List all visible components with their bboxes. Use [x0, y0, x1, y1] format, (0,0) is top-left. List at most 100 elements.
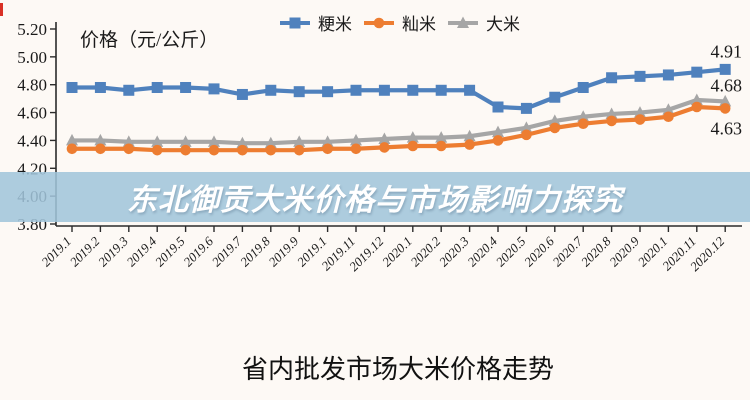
data-point-marker	[463, 129, 476, 142]
data-point-marker	[548, 114, 561, 126]
data-point-marker	[464, 139, 475, 150]
data-point-marker	[435, 131, 448, 143]
data-point-marker	[265, 144, 277, 156]
data-point-marker	[492, 135, 504, 146]
legend-item: 粳米	[280, 15, 352, 34]
data-point-marker	[293, 135, 306, 147]
data-point-marker	[435, 84, 447, 96]
data-point-marker	[94, 133, 107, 146]
data-point-marker	[237, 144, 248, 156]
data-point-marker	[605, 107, 618, 119]
data-point-marker	[236, 136, 249, 149]
data-point-marker	[719, 63, 731, 75]
x-tick-label: 2019.2	[67, 233, 103, 269]
data-point-marker	[719, 94, 732, 107]
y-tick-label: 5.20	[17, 20, 47, 39]
y-tick-label: 5.00	[17, 48, 47, 67]
data-point-marker	[208, 83, 220, 95]
data-point-marker	[464, 84, 476, 96]
data-point-marker	[151, 144, 163, 156]
banner-title: 东北御贡大米价格与市场影响力探究	[127, 184, 623, 217]
price-line-chart: 5.205.004.804.604.404.204.003.802019.120…	[17, 15, 743, 274]
series-line	[69, 97, 728, 146]
data-point-marker	[289, 17, 301, 29]
data-point-marker	[406, 131, 419, 143]
data-point-marker	[373, 17, 385, 29]
data-point-marker	[435, 140, 447, 152]
data-point-marker	[492, 101, 504, 113]
x-tick-label: 2020.7	[549, 233, 585, 269]
end-value-label: 4.68	[711, 75, 743, 95]
data-point-marker	[208, 135, 220, 147]
data-point-marker	[293, 86, 305, 98]
data-point-marker	[521, 129, 532, 141]
data-point-marker	[322, 86, 334, 98]
x-tick-label: 2019.3	[95, 233, 131, 269]
data-point-marker	[66, 133, 78, 146]
x-tick-label: 2020.1	[379, 234, 415, 270]
legend-label: 粳米	[318, 15, 352, 34]
x-tick-label: 2020.9	[606, 233, 642, 269]
data-point-marker	[208, 144, 220, 156]
data-point-marker	[122, 135, 135, 147]
data-point-marker	[293, 144, 305, 156]
data-point-marker	[492, 125, 504, 138]
data-point-marker	[350, 143, 362, 155]
legend-item: 大米	[448, 15, 520, 34]
x-tick-label: 2020.2	[407, 233, 443, 269]
data-point-marker	[634, 114, 646, 125]
data-point-marker	[179, 135, 192, 147]
data-point-marker	[180, 144, 191, 156]
data-point-marker	[378, 132, 391, 145]
data-point-marker	[634, 106, 646, 118]
legend-item: 籼米	[364, 15, 436, 34]
data-point-marker	[321, 135, 334, 147]
series-triangle	[66, 93, 732, 149]
series-line	[69, 67, 728, 111]
data-point-marker	[520, 121, 533, 133]
data-point-marker	[662, 69, 674, 81]
data-point-marker	[95, 143, 106, 155]
data-point-marker	[123, 84, 135, 96]
x-tick-label: 2020.3	[436, 233, 472, 269]
x-tick-label: 2019.7	[209, 233, 245, 269]
data-point-marker	[577, 118, 589, 130]
x-tick-label: 2020.8	[578, 233, 614, 269]
x-tick-label: 2020.6	[521, 233, 557, 269]
x-tick-label: 2020.4	[464, 233, 500, 269]
data-point-marker	[407, 84, 419, 96]
data-point-marker	[663, 111, 674, 123]
data-point-marker	[265, 84, 277, 96]
data-point-marker	[180, 81, 192, 93]
end-value-label: 4.91	[711, 41, 743, 61]
series-square	[66, 63, 731, 114]
x-tick-label: 2019.4	[123, 233, 159, 269]
data-point-marker	[379, 142, 390, 153]
data-point-marker	[520, 102, 532, 114]
headline-banner: 东北御贡大米价格与市场影响力探究	[0, 172, 750, 222]
data-point-marker	[151, 81, 163, 93]
x-tick-label: 2019.1	[38, 234, 74, 270]
data-point-marker	[94, 81, 106, 93]
left-edge-artifact	[0, 3, 3, 16]
x-tick-label: 2019.5	[152, 233, 188, 269]
data-point-marker	[549, 122, 561, 134]
data-point-marker	[350, 84, 362, 96]
data-point-marker	[662, 103, 675, 115]
data-point-marker	[123, 143, 135, 155]
data-point-marker	[549, 91, 561, 103]
x-tick-label: 2019.6	[180, 233, 216, 269]
data-point-marker	[691, 66, 703, 78]
data-point-marker	[690, 93, 703, 106]
data-point-marker	[691, 101, 703, 113]
data-point-marker	[151, 135, 164, 147]
data-point-marker	[606, 115, 617, 127]
y-axis-title: 价格（元/公斤）	[80, 29, 218, 51]
x-tick-label: 2020.5	[493, 233, 529, 269]
data-point-marker	[322, 143, 333, 155]
y-tick-label: 4.80	[17, 76, 47, 95]
series-circle	[66, 101, 731, 156]
y-tick-label: 4.40	[17, 131, 47, 150]
x-tick-label: 2019.9	[265, 233, 301, 269]
